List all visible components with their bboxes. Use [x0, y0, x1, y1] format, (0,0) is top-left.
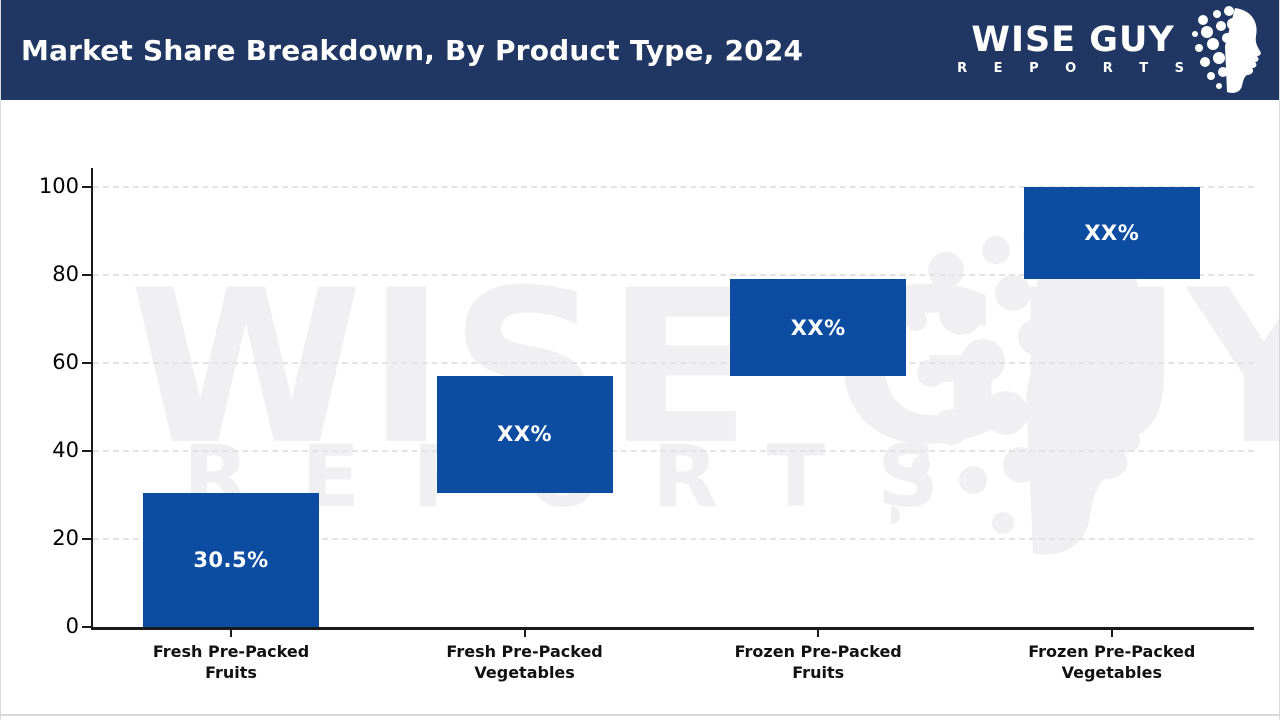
- bar-value-label: XX%: [1084, 221, 1140, 246]
- gridline: [93, 450, 1254, 452]
- header-band: Market Share Breakdown, By Product Type,…: [1, 0, 1279, 100]
- x-axis-tick: [523, 630, 526, 637]
- gridline: [93, 538, 1254, 540]
- bottom-divider: [1, 714, 1279, 716]
- bar-segment: XX%: [1023, 187, 1200, 280]
- y-axis-tick-label: 0: [65, 614, 79, 638]
- x-axis-tick: [817, 630, 820, 637]
- y-axis-tick-label: 40: [52, 438, 79, 462]
- x-category-label: Fresh Pre-Packed Vegetables: [446, 642, 603, 682]
- y-axis-tick-label: 20: [52, 526, 79, 550]
- bar-segment: 30.5%: [143, 492, 319, 627]
- y-axis-tick: [82, 186, 91, 188]
- bar-segment: XX%: [436, 376, 613, 493]
- y-axis-tick-label: 60: [52, 350, 79, 374]
- y-axis-tick: [82, 274, 91, 276]
- y-axis-tick-label: 80: [52, 262, 79, 286]
- y-axis-tick: [82, 450, 91, 452]
- bar-value-label: 30.5%: [193, 547, 269, 572]
- logo-text-reports: R E P O R T S: [957, 61, 1195, 76]
- bar-value-label: XX%: [497, 422, 553, 447]
- x-axis-line: [91, 627, 1254, 630]
- logo-wordmark: WISE GUY R E P O R T S: [951, 22, 1195, 78]
- y-axis-tick: [82, 538, 91, 540]
- logo-head-icon: [1192, 6, 1261, 93]
- bar-value-label: XX%: [790, 315, 846, 340]
- gridline: [93, 186, 1254, 188]
- gridline: [93, 362, 1254, 364]
- bar-segment: XX%: [730, 279, 907, 377]
- x-category-label: Frozen Pre-Packed Fruits: [734, 642, 902, 682]
- y-axis-tick-label: 100: [38, 174, 79, 198]
- x-category-label: Frozen Pre-Packed Vegetables: [1028, 642, 1196, 682]
- logo-text-wise-guy: WISE GUY: [971, 20, 1175, 60]
- x-axis-tick: [1110, 630, 1113, 637]
- y-axis-line: [91, 168, 93, 629]
- gridline: [93, 274, 1254, 276]
- x-axis-tick: [230, 630, 232, 637]
- page-title: Market Share Breakdown, By Product Type,…: [21, 33, 804, 67]
- y-axis-tick: [82, 362, 91, 364]
- y-axis-tick: [82, 626, 91, 628]
- wiseguy-logo: WISE GUY R E P O R T S: [957, 6, 1267, 94]
- x-category-label: Fresh Pre-Packed Fruits: [152, 642, 310, 682]
